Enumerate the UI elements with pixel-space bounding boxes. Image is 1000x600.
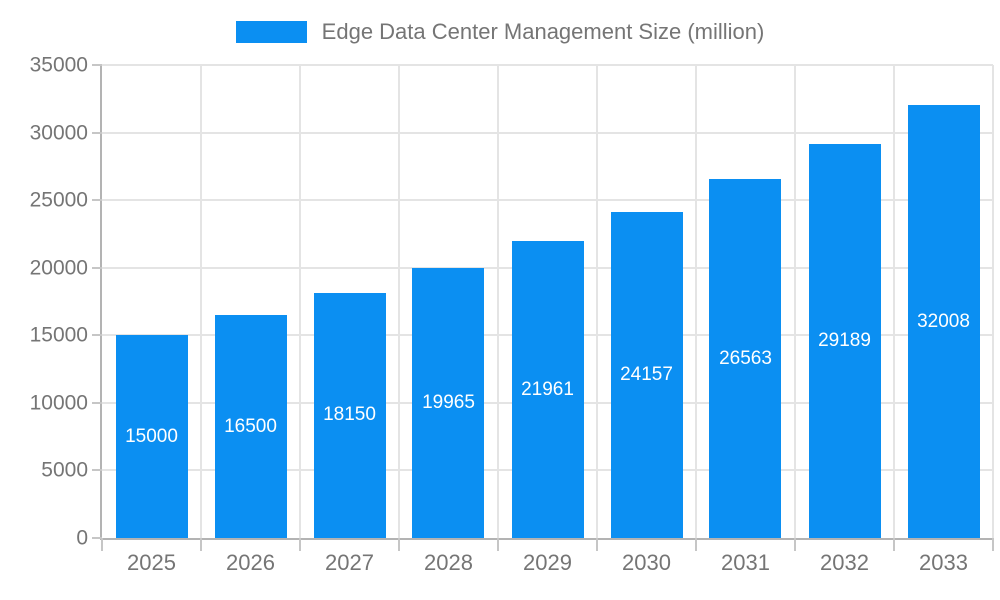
bar[interactable]: 15000 [115, 335, 188, 538]
x-axis-tick [299, 538, 301, 551]
vertical-gridline [893, 65, 895, 538]
y-axis-tick [92, 537, 102, 539]
x-axis-tick [694, 538, 697, 551]
x-axis-label: 2028 [424, 550, 473, 575]
y-axis-label: 10000 [29, 391, 88, 415]
y-axis-tick [92, 266, 102, 269]
x-axis-tick [101, 538, 103, 551]
vertical-gridline [299, 65, 301, 538]
y-axis-tick [92, 64, 102, 66]
legend[interactable]: Edge Data Center Management Size (millio… [0, 14, 1000, 50]
horizontal-gridline [102, 64, 993, 66]
legend-label: Edge Data Center Management Size (millio… [321, 19, 765, 44]
bar-slot: 19965 [399, 65, 498, 538]
bar[interactable]: 26563 [709, 179, 782, 538]
y-axis-label: 30000 [29, 121, 88, 145]
bar[interactable]: 32008 [907, 105, 980, 538]
y-axis-label: 0 [76, 526, 88, 550]
horizontal-gridline [102, 199, 993, 202]
y-axis-tick [92, 334, 102, 337]
bar-data-label: 24157 [620, 363, 673, 385]
bar[interactable]: 29189 [808, 143, 881, 538]
y-axis-label: 20000 [29, 256, 88, 280]
x-axis-tick [200, 538, 202, 551]
x-axis-label: 2031 [721, 550, 770, 575]
horizontal-gridline [102, 131, 993, 134]
x-axis-tick [992, 538, 994, 551]
vertical-gridline [596, 65, 598, 538]
plot-area: 15000 16500 18150 19965 21961 24157 26563 29189… [30, 55, 994, 574]
bar-slot: 26563 [696, 65, 795, 538]
y-axis-tick [92, 131, 102, 134]
y-axis-label: 25000 [29, 188, 88, 212]
x-axis-tick [893, 538, 895, 551]
legend-swatch-icon [235, 21, 307, 43]
vertical-gridline [397, 65, 400, 538]
bar-slot: 32008 [894, 65, 993, 538]
x-axis-tick [497, 538, 499, 551]
vertical-gridline [794, 65, 796, 538]
vertical-gridline [992, 65, 994, 538]
bar-data-label: 29189 [818, 329, 871, 351]
y-axis-label: 5000 [41, 458, 88, 482]
bar-slot: 16500 [201, 65, 300, 538]
x-axis-label: 2030 [622, 550, 671, 575]
bar-data-label: 32008 [917, 310, 970, 332]
bar[interactable]: 19965 [412, 268, 485, 538]
bar-data-label: 18150 [323, 404, 376, 426]
x-axis-label: 2029 [523, 550, 572, 575]
bar-slot: 18150 [300, 65, 399, 538]
bar-slot: 21961 [498, 65, 597, 538]
x-axis-tick [794, 538, 796, 551]
vertical-gridline [694, 65, 697, 538]
x-axis-label: 2025 [127, 550, 176, 575]
x-axis-label: 2032 [820, 550, 869, 575]
y-axis-tick [92, 199, 102, 202]
bar-data-label: 19965 [422, 392, 475, 414]
bar[interactable]: 21961 [511, 241, 584, 538]
x-axis-tick [397, 538, 400, 551]
x-axis-label: 2033 [919, 550, 968, 575]
bar[interactable]: 24157 [610, 211, 683, 538]
vertical-gridline [497, 65, 499, 538]
bar[interactable]: 16500 [214, 315, 287, 538]
y-axis-tick [92, 469, 102, 472]
bar-slot: 24157 [597, 65, 696, 538]
bar-data-label: 15000 [125, 425, 178, 447]
x-axis-tick [596, 538, 598, 551]
bar-data-label: 21961 [521, 378, 574, 400]
y-axis-label: 15000 [29, 323, 88, 347]
vertical-gridline [200, 65, 202, 538]
bar-data-label: 26563 [719, 347, 772, 369]
x-axis-label: 2027 [325, 550, 374, 575]
bar[interactable]: 18150 [313, 292, 386, 538]
y-axis-label: 35000 [29, 53, 88, 77]
bar-data-label: 16500 [224, 415, 277, 437]
y-axis-tick [92, 401, 102, 404]
bar-slot: 15000 [102, 65, 201, 538]
x-axis-label: 2026 [226, 550, 275, 575]
bar-slot: 29189 [795, 65, 894, 538]
